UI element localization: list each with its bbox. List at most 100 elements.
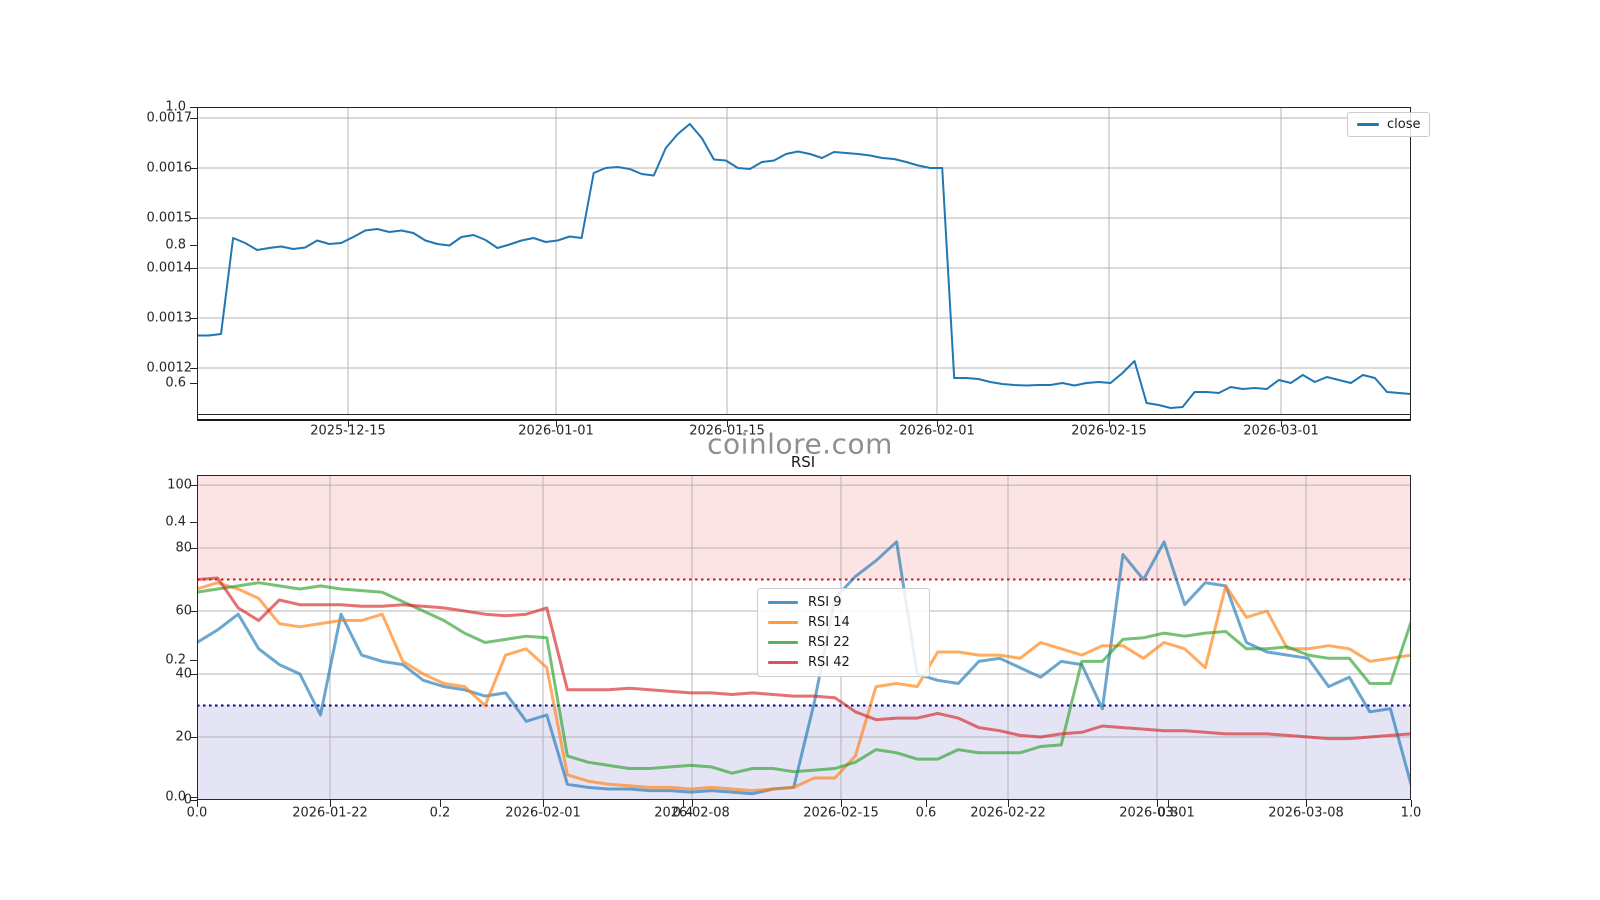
rsi-ytick-label: 20 <box>175 729 192 745</box>
rsi42-line-sample <box>768 661 798 664</box>
price-outer-spine <box>197 419 1411 421</box>
price-ytick-label: 0.0013 <box>146 310 193 326</box>
rsi-xtick-label: 2026-01-22 <box>292 805 368 821</box>
price-ytick-mark <box>190 167 197 169</box>
overlay-xtick-mark <box>1167 800 1169 807</box>
rsi-ytick-mark <box>190 610 197 612</box>
rsi-legend-row: RSI 9 <box>768 594 919 611</box>
rsi-xtick-mark <box>329 800 331 807</box>
rsi-panel-border <box>197 475 1411 800</box>
overlay-ytick-label: 0.0 <box>165 789 186 805</box>
rsi-ytick-mark <box>190 484 197 486</box>
rsi-xtick-label: 2026-02-01 <box>505 805 581 821</box>
price-xtick-mark <box>555 420 557 427</box>
price-ytick-label: 0.0017 <box>146 110 193 126</box>
close-line-sample <box>1357 123 1379 126</box>
close-line <box>197 123 1411 409</box>
rsi22-legend-label: RSI 22 <box>808 635 850 650</box>
rsi-ytick-mark <box>190 799 197 801</box>
rsi-ytick-mark <box>190 673 197 675</box>
rsi-xtick-mark <box>840 800 842 807</box>
price-ytick-mark <box>190 117 197 119</box>
price-ytick-label: 0.0012 <box>146 360 193 376</box>
rsi-22-line <box>197 581 1411 775</box>
price-ytick-mark <box>190 267 197 269</box>
watermark: coinlore.com <box>707 427 893 461</box>
rsi-legend: RSI 9 RSI 14 RSI 22 RSI 42 <box>757 588 930 677</box>
price-ytick-mark <box>190 367 197 369</box>
price-xtick-label: 2026-03-01 <box>1243 423 1319 439</box>
rsi-legend-row: RSI 14 <box>768 614 919 631</box>
overlay-xtick-label: 0.0 <box>186 805 208 821</box>
rsi-xtick-label: 2026-02-08 <box>654 805 730 821</box>
overlay-xtick-label: 1.0 <box>1400 805 1422 821</box>
rsi-xtick-label: 2026-02-22 <box>970 805 1046 821</box>
rsi14-line-sample <box>768 621 798 624</box>
price-outer-spine-side <box>1410 415 1411 421</box>
rsi-xtick-label: 2026-03-01 <box>1119 805 1195 821</box>
price-ytick-label: 0.0014 <box>146 260 193 276</box>
overlay-xtick-label: 0.6 <box>915 805 937 821</box>
price-legend: close <box>1347 112 1431 137</box>
price-ytick-label: 0.0015 <box>146 210 193 226</box>
overlay-xtick-mark <box>925 800 927 807</box>
overlay-xtick-label: 0.2 <box>429 805 451 821</box>
rsi-plot-area <box>197 475 1411 800</box>
rsi-oversold-band <box>197 705 1411 800</box>
rsi-ytick-mark <box>190 736 197 738</box>
rsi9-legend-label: RSI 9 <box>808 595 842 610</box>
overlay-ytick-label: 0.8 <box>165 237 186 253</box>
price-xtick-mark <box>936 420 938 427</box>
overlay-ytick-mark <box>190 382 197 384</box>
price-xtick-label: 2026-02-15 <box>1071 423 1147 439</box>
rsi-ytick-label: 0 <box>183 792 192 808</box>
price-ytick-mark <box>190 217 197 219</box>
price-panel-border <box>197 107 1411 415</box>
rsi-ytick-label: 60 <box>175 603 192 619</box>
rsi-overbought-band <box>197 475 1411 580</box>
rsi-xtick-mark <box>542 800 544 807</box>
overlay-ytick-mark <box>190 244 197 246</box>
rsi-xtick-mark <box>1305 800 1307 807</box>
rsi-42-line <box>197 576 1411 741</box>
rsi-panel-title: RSI <box>790 453 816 471</box>
price-xtick-mark <box>347 420 349 427</box>
overlay-xtick-mark <box>682 800 684 807</box>
rsi-xtick-label: 2026-02-15 <box>803 805 879 821</box>
overlay-ytick-label: 0.2 <box>165 652 186 668</box>
price-xtick-mark <box>726 420 728 427</box>
rsi9-line-sample <box>768 601 798 604</box>
rsi42-legend-label: RSI 42 <box>808 655 850 670</box>
overlay-ytick-mark <box>190 106 197 108</box>
overlay-ytick-label: 0.6 <box>165 375 186 391</box>
overlay-xtick-label: 0.4 <box>672 805 694 821</box>
close-legend-label: close <box>1387 117 1421 132</box>
rsi-9-line <box>197 540 1411 796</box>
rsi22-line-sample <box>768 641 798 644</box>
overlay-xtick-mark <box>196 800 198 807</box>
rsi-ytick-mark <box>190 547 197 549</box>
rsi-ytick-label: 100 <box>167 477 192 493</box>
overlay-ytick-mark <box>190 796 197 798</box>
overlay-xtick-mark <box>1410 800 1412 807</box>
rsi-xtick-mark <box>691 800 693 807</box>
overlay-ytick-mark <box>190 521 197 523</box>
overlay-ytick-label: 0.4 <box>165 514 186 530</box>
price-plot-area <box>197 107 1411 415</box>
price-ytick-label: 0.0016 <box>146 160 193 176</box>
price-outer-spine-side <box>197 415 198 421</box>
price-xtick-mark <box>1280 420 1282 427</box>
rsi-legend-row: RSI 42 <box>768 654 919 671</box>
price-xtick-mark <box>1108 420 1110 427</box>
price-xtick-label: 2026-02-01 <box>899 423 975 439</box>
price-xtick-label: 2026-01-15 <box>689 423 765 439</box>
rsi-legend-row: RSI 22 <box>768 634 919 651</box>
rsi-14-line <box>197 581 1411 793</box>
price-xtick-label: 2025-12-15 <box>310 423 386 439</box>
rsi-ytick-label: 40 <box>175 666 192 682</box>
price-xtick-label: 2026-01-01 <box>518 423 594 439</box>
rsi-xtick-mark <box>1156 800 1158 807</box>
rsi-xtick-label: 2026-03-08 <box>1268 805 1344 821</box>
overlay-ytick-label: 1.0 <box>165 99 186 115</box>
